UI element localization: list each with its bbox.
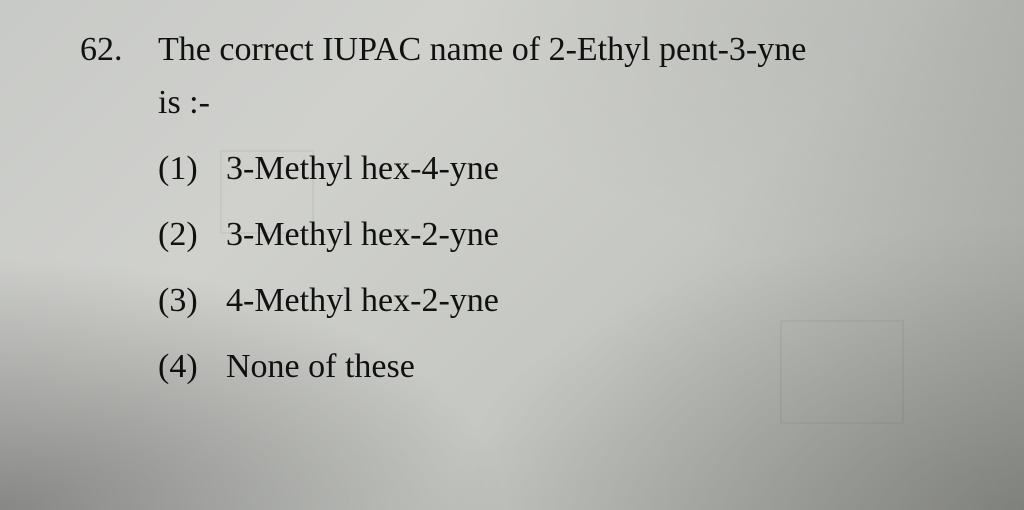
exam-question-block: 62. The correct IUPAC name of 2-Ethyl pe… bbox=[0, 0, 1024, 434]
option-1: (1) 3-Methyl hex-4-yne bbox=[158, 150, 964, 188]
option-4: (4) None of these bbox=[158, 348, 964, 386]
question-suffix: is :- bbox=[158, 84, 964, 122]
question-text: The correct IUPAC name of 2-Ethyl pent-3… bbox=[158, 28, 964, 72]
question-number: 62. bbox=[80, 28, 130, 72]
option-3-label: (3) bbox=[158, 282, 212, 320]
options-list: (1) 3-Methyl hex-4-yne (2) 3-Methyl hex-… bbox=[158, 150, 964, 386]
option-2-text: 3-Methyl hex-2-yne bbox=[226, 216, 499, 254]
option-1-label: (1) bbox=[158, 150, 212, 188]
option-3: (3) 4-Methyl hex-2-yne bbox=[158, 282, 964, 320]
option-1-text: 3-Methyl hex-4-yne bbox=[226, 150, 499, 188]
option-4-text: None of these bbox=[226, 348, 415, 386]
option-4-label: (4) bbox=[158, 348, 212, 386]
question-line: 62. The correct IUPAC name of 2-Ethyl pe… bbox=[80, 28, 964, 72]
option-2: (2) 3-Methyl hex-2-yne bbox=[158, 216, 964, 254]
option-3-text: 4-Methyl hex-2-yne bbox=[226, 282, 499, 320]
option-2-label: (2) bbox=[158, 216, 212, 254]
